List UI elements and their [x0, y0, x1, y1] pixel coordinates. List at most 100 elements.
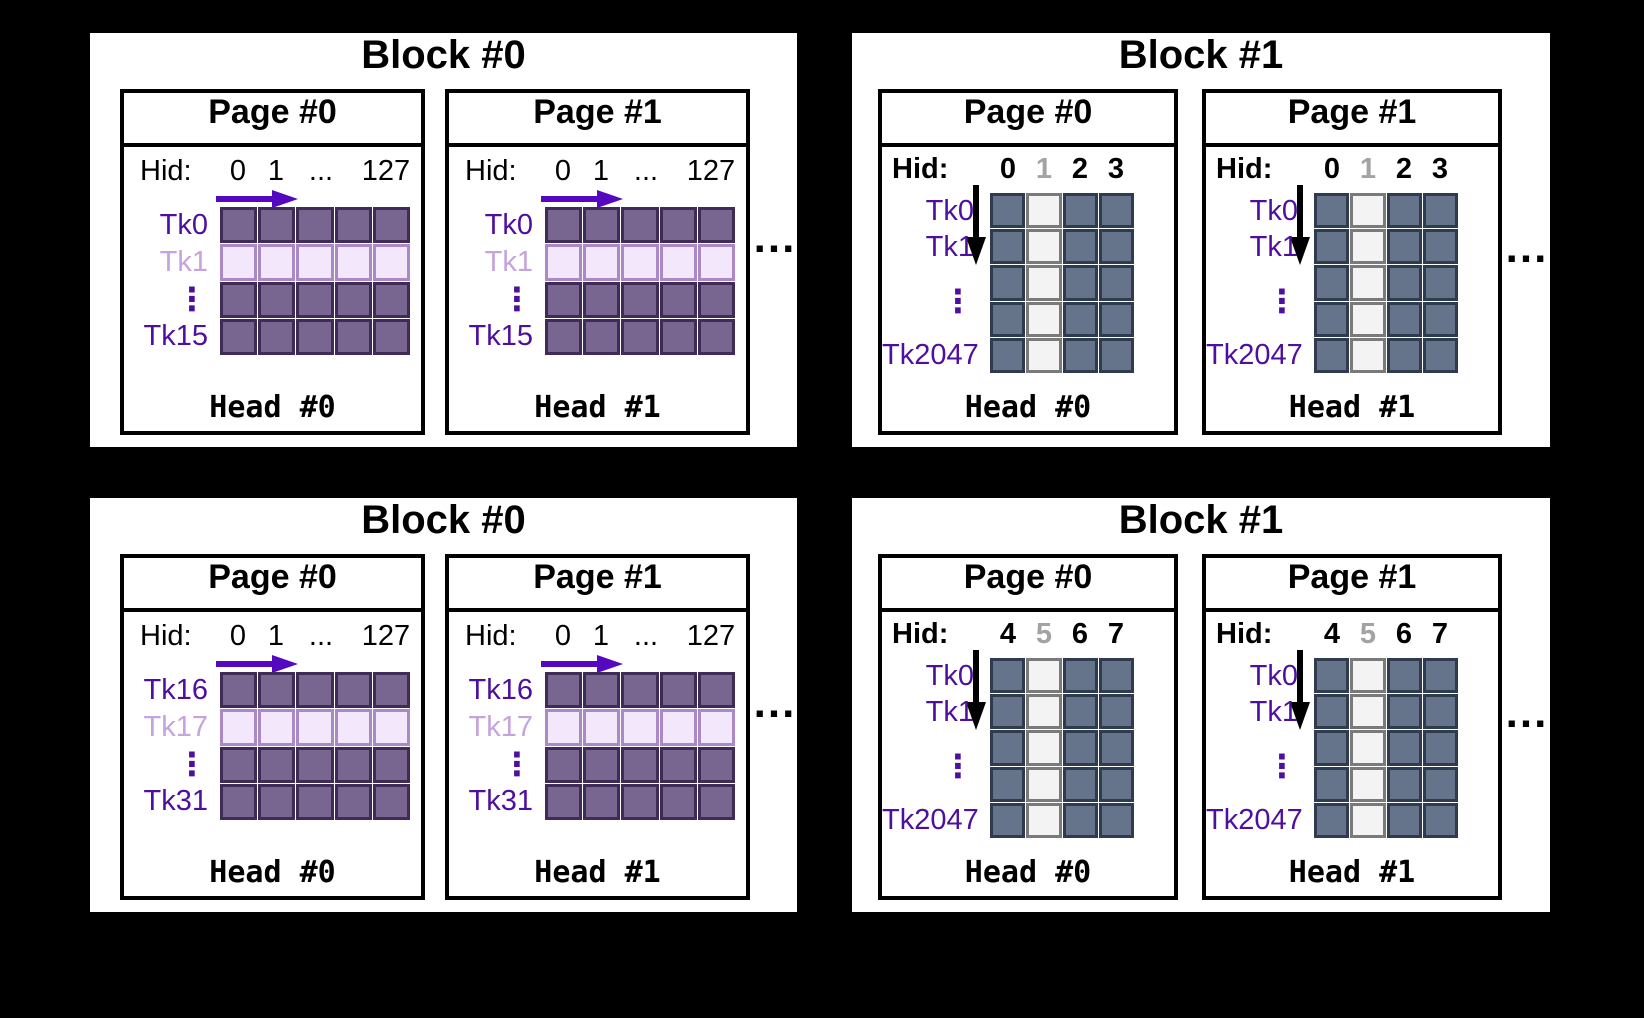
kv-cell — [1386, 193, 1422, 229]
panel-ellipsis: ... — [753, 213, 797, 262]
vertical-dots: ⋮ — [1266, 747, 1298, 785]
kv-cell — [1422, 694, 1458, 730]
hid-label: Hid: — [1216, 618, 1273, 650]
hid-value: 0 — [554, 155, 572, 187]
highlighted-cell — [621, 709, 659, 746]
hid-value: 127 — [686, 155, 736, 187]
highlighted-cell — [1026, 229, 1062, 265]
hid-value: 2 — [1071, 153, 1089, 185]
kv-cell-grid — [220, 207, 410, 355]
hid-value: ... — [308, 155, 334, 187]
token-label: Tk1 — [925, 696, 974, 728]
hid-value: 5 — [1035, 618, 1053, 650]
page-box: Page #0 Hid: 0 1 2 3 Tk0 Tk1 ⋮ Tk2047 Head #0 — [878, 89, 1178, 435]
kv-cell — [990, 658, 1026, 694]
token-label: Tk0 — [1249, 660, 1298, 692]
hid-label: Hid: — [140, 620, 192, 652]
kv-cell — [1098, 193, 1134, 229]
page-content: Hid: 0 1... 127 Tk16 Tk17 ⋮ Tk31 Head #0 — [124, 612, 421, 896]
highlighted-cell — [1026, 193, 1062, 229]
kv-cell — [583, 281, 621, 318]
kv-cell — [545, 672, 583, 709]
block-title: Block #0 — [361, 498, 526, 542]
kv-cell — [258, 672, 296, 709]
highlighted-cell — [621, 244, 659, 281]
page-content: Hid: 0 1 2 3 Tk0 Tk1 ⋮ Tk2047 Head #0 — [882, 147, 1174, 431]
page-title: Page #1 — [449, 558, 746, 612]
highlighted-cell — [296, 244, 334, 281]
block-title: Block #0 — [361, 33, 526, 77]
kv-cell — [334, 746, 372, 783]
kv-cell — [659, 746, 697, 783]
kv-cell — [1422, 766, 1458, 802]
token-label: Tk1 — [925, 231, 974, 263]
hid-value: 1 — [1035, 153, 1053, 185]
hid-label: Hid: — [892, 153, 949, 185]
page-box: Page #0 Hid: 0 1... 127 Tk16 Tk17 ⋮ Tk31 Head #0 — [120, 554, 425, 900]
hid-value: 4 — [999, 618, 1017, 650]
token-label: Tk2047 — [882, 339, 979, 371]
hid-label: Hid: — [465, 155, 517, 187]
block-panel-block1-top: Block #1 Page #0 Hid: 0 1 2 3 Tk0 Tk1 ⋮ Tk2047 Head… — [847, 28, 1555, 452]
token-label: Tk31 — [143, 785, 208, 817]
kv-cell — [1386, 658, 1422, 694]
highlighted-cell — [1026, 694, 1062, 730]
token-label: Tk2047 — [1206, 339, 1303, 371]
kv-cell — [990, 301, 1026, 337]
page-content: Hid: 4 5 6 7 Tk0 Tk1 ⋮ Tk2047 Head #1 — [1206, 612, 1498, 896]
block-panel-block0-top: Block #0 Page #0 Hid: 0 1... 127 Tk0 Tk1 ⋮ Tk15 He… — [85, 28, 802, 452]
kv-cell — [697, 281, 735, 318]
kv-cell — [1422, 337, 1458, 373]
kv-cell — [1062, 229, 1098, 265]
kv-cell — [258, 746, 296, 783]
token-label: Tk31 — [468, 785, 533, 817]
panel-ellipsis: ... — [1505, 688, 1549, 737]
page-box: Page #0 Hid: 4 5 6 7 Tk0 Tk1 ⋮ Tk2047 Head #0 — [878, 554, 1178, 900]
hid-value: 6 — [1071, 618, 1089, 650]
kv-cell — [659, 281, 697, 318]
panel-ellipsis: ... — [753, 678, 797, 727]
kv-cell — [1314, 766, 1350, 802]
hid-value: 0 — [1323, 153, 1341, 185]
highlighted-cell — [372, 244, 410, 281]
kv-cell — [258, 318, 296, 355]
page-content: Hid: 4 5 6 7 Tk0 Tk1 ⋮ Tk2047 Head #0 — [882, 612, 1174, 896]
highlighted-cell — [372, 709, 410, 746]
hid-right-arrow-icon — [214, 654, 298, 674]
page-title: Page #0 — [882, 93, 1174, 147]
kv-cell — [1062, 265, 1098, 301]
kv-cell — [1314, 658, 1350, 694]
head-label: Head #1 — [534, 855, 661, 890]
kv-cell — [1314, 802, 1350, 838]
kv-cell — [697, 672, 735, 709]
highlighted-cell — [545, 709, 583, 746]
hid-value: ... — [633, 155, 659, 187]
kv-cell — [990, 730, 1026, 766]
page-content: Hid: 0 1... 127 Tk16 Tk17 ⋮ Tk31 Head #1 — [449, 612, 746, 896]
highlighted-cell — [1350, 229, 1386, 265]
block-panel-block1-bottom: Block #1 Page #0 Hid: 4 5 6 7 Tk0 Tk1 ⋮ Tk2047 Head… — [847, 493, 1555, 917]
kv-cell — [1062, 694, 1098, 730]
highlighted-cell — [545, 244, 583, 281]
hid-right-arrow-icon — [214, 189, 298, 209]
highlighted-cell — [1350, 337, 1386, 373]
highlighted-cell — [1350, 766, 1386, 802]
hid-value: 5 — [1359, 618, 1377, 650]
kv-cell — [220, 318, 258, 355]
kv-cell — [697, 207, 735, 244]
kv-cell — [334, 318, 372, 355]
kv-cell — [258, 207, 296, 244]
kv-cell — [621, 672, 659, 709]
hid-value: 0 — [229, 620, 247, 652]
token-label: Tk2047 — [1206, 804, 1303, 836]
token-down-arrow-icon — [964, 183, 988, 265]
kv-cell — [1062, 766, 1098, 802]
kv-cell — [621, 746, 659, 783]
kv-cell — [372, 746, 410, 783]
kv-cell — [1422, 229, 1458, 265]
kv-cell — [1062, 301, 1098, 337]
token-label: Tk1 — [1249, 696, 1298, 728]
token-label: Tk15 — [468, 320, 533, 352]
kv-cell — [372, 207, 410, 244]
